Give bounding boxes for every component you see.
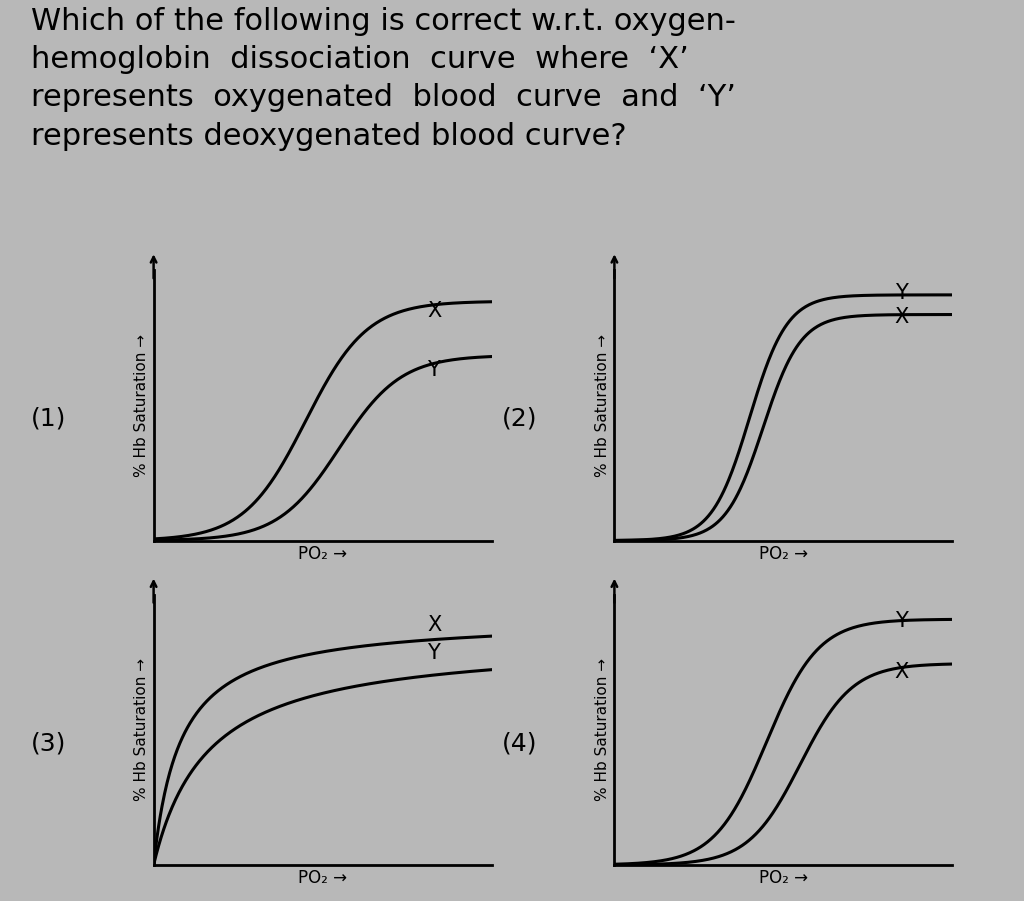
X-axis label: PO₂ →: PO₂ →: [759, 545, 808, 563]
Y-axis label: % Hb Saturation →: % Hb Saturation →: [595, 334, 610, 477]
Text: (1): (1): [31, 407, 67, 431]
Text: X: X: [895, 307, 909, 327]
Text: X: X: [895, 662, 909, 682]
Text: Which of the following is correct w.r.t. oxygen-
hemoglobin  dissociation  curve: Which of the following is correct w.r.t.…: [31, 7, 735, 150]
Y-axis label: % Hb Saturation →: % Hb Saturation →: [595, 659, 610, 801]
X-axis label: PO₂ →: PO₂ →: [298, 545, 347, 563]
Text: Y: Y: [895, 283, 907, 303]
Text: Y: Y: [895, 611, 907, 631]
Text: Y: Y: [427, 643, 440, 663]
Text: (3): (3): [31, 732, 67, 755]
Text: (2): (2): [502, 407, 538, 431]
Text: Y: Y: [427, 359, 440, 380]
Y-axis label: % Hb Saturation →: % Hb Saturation →: [134, 334, 150, 477]
Text: X: X: [427, 614, 441, 634]
Text: (4): (4): [502, 732, 538, 755]
Y-axis label: % Hb Saturation →: % Hb Saturation →: [134, 659, 150, 801]
X-axis label: PO₂ →: PO₂ →: [298, 869, 347, 887]
X-axis label: PO₂ →: PO₂ →: [759, 869, 808, 887]
Text: X: X: [427, 301, 441, 321]
